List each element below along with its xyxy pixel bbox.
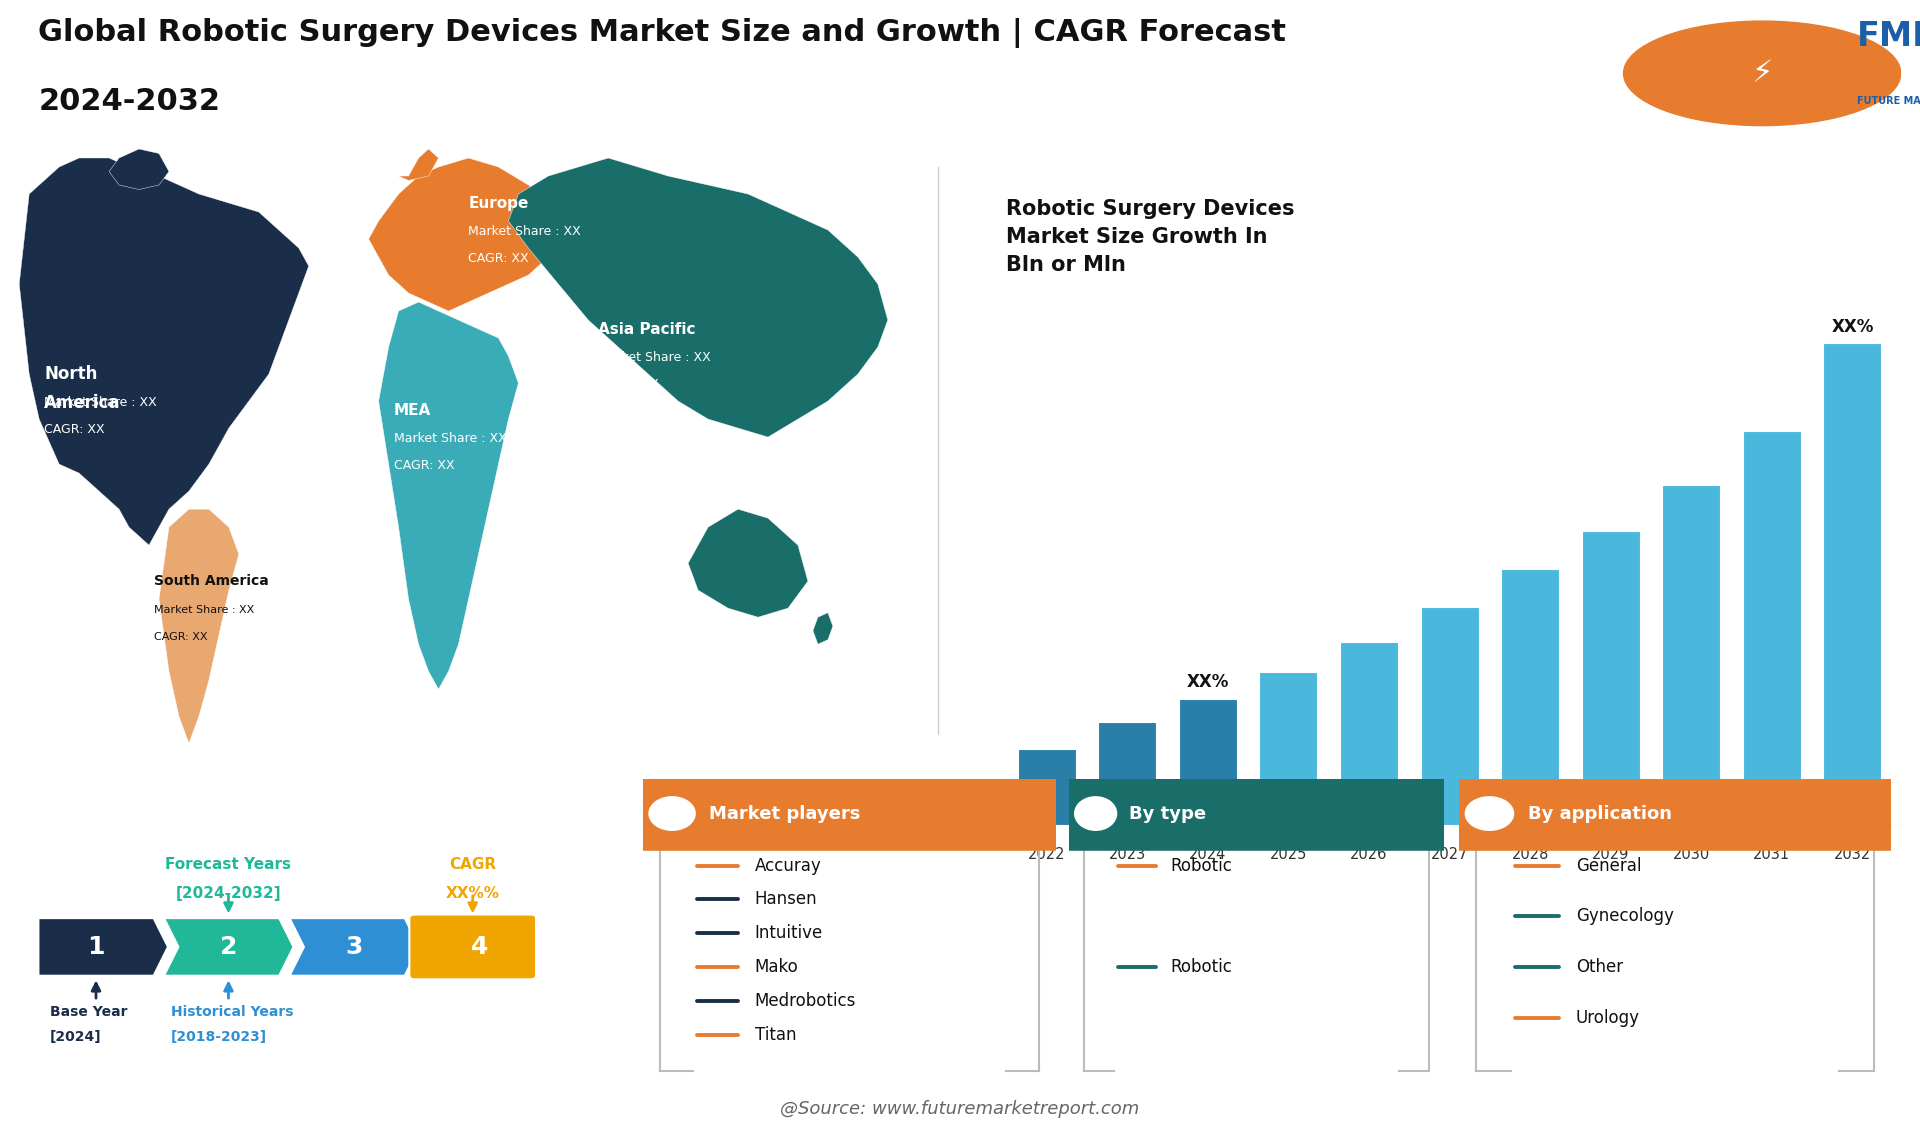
Text: CAGR: XX: CAGR: XX [394, 460, 455, 472]
Text: CAGR: XX: CAGR: XX [44, 423, 106, 437]
Text: 2: 2 [219, 935, 238, 959]
Text: 2027: 2027 [1430, 847, 1469, 862]
Text: South America: South America [154, 574, 269, 588]
Text: Historical Years: Historical Years [171, 1005, 294, 1019]
Text: 2023: 2023 [1108, 847, 1146, 862]
Text: XX%%: XX%% [445, 886, 499, 901]
Polygon shape [290, 918, 419, 975]
Text: Forecast Years: Forecast Years [165, 857, 292, 872]
Text: Other: Other [1576, 958, 1622, 976]
Text: Base Year: Base Year [50, 1005, 127, 1019]
Polygon shape [399, 149, 438, 180]
Text: CAGR: XX: CAGR: XX [468, 252, 530, 266]
Text: XX%: XX% [1832, 317, 1874, 336]
FancyBboxPatch shape [626, 776, 1073, 850]
Text: Market players: Market players [708, 804, 860, 823]
Bar [1018, 748, 1075, 825]
Text: Market Share : XX: Market Share : XX [468, 226, 582, 238]
Text: 2028: 2028 [1511, 847, 1549, 862]
Text: Hansen: Hansen [755, 890, 818, 909]
Text: [2018-2023]: [2018-2023] [171, 1030, 267, 1044]
Bar [1260, 673, 1317, 825]
Bar [1340, 642, 1398, 825]
Text: 1: 1 [86, 935, 106, 959]
FancyBboxPatch shape [1054, 776, 1459, 850]
Bar [1743, 431, 1801, 825]
Text: 2024-2032: 2024-2032 [38, 87, 221, 116]
Text: General: General [1576, 857, 1642, 874]
Text: 3: 3 [346, 935, 363, 959]
Polygon shape [19, 158, 309, 545]
Text: FUTURE MARKET REPORT: FUTURE MARKET REPORT [1857, 96, 1920, 105]
Text: Market Share : XX: Market Share : XX [154, 605, 253, 615]
Text: 4: 4 [470, 935, 488, 959]
Text: ⚡: ⚡ [1751, 58, 1772, 88]
Polygon shape [163, 918, 294, 975]
Text: Robotic: Robotic [1171, 857, 1233, 874]
Circle shape [1465, 798, 1513, 830]
Text: Robotic: Robotic [1171, 958, 1233, 976]
Text: 2026: 2026 [1350, 847, 1388, 862]
Bar [1582, 531, 1640, 825]
Text: 2025: 2025 [1269, 847, 1308, 862]
Text: [2024]: [2024] [50, 1030, 102, 1044]
Text: Asia Pacific: Asia Pacific [599, 322, 695, 337]
Text: Intuitive: Intuitive [755, 924, 824, 942]
Text: CAGR: XX: CAGR: XX [599, 378, 659, 392]
Bar [1421, 607, 1478, 825]
Polygon shape [38, 918, 169, 975]
Text: @Source: www.futuremarketreport.com: @Source: www.futuremarketreport.com [780, 1100, 1140, 1117]
Text: 2029: 2029 [1592, 847, 1630, 862]
Text: FMR: FMR [1857, 19, 1920, 53]
Polygon shape [369, 158, 559, 311]
Polygon shape [812, 613, 833, 644]
Text: Medrobotics: Medrobotics [755, 991, 856, 1010]
Bar [1501, 570, 1559, 825]
Polygon shape [378, 303, 518, 689]
Text: Market Share : XX: Market Share : XX [394, 432, 507, 446]
Text: Europe: Europe [468, 196, 528, 211]
Text: XX%: XX% [1187, 674, 1229, 691]
Text: By application: By application [1528, 804, 1672, 823]
Text: 2024: 2024 [1188, 847, 1227, 862]
FancyBboxPatch shape [1442, 776, 1908, 850]
Bar [1098, 722, 1156, 825]
Text: Mako: Mako [755, 958, 799, 976]
Text: America: America [44, 394, 121, 411]
Text: 2031: 2031 [1753, 847, 1791, 862]
Text: Urology: Urology [1576, 1008, 1640, 1027]
Text: Global Robotic Surgery Devices Market Size and Growth | CAGR Forecast: Global Robotic Surgery Devices Market Si… [38, 18, 1286, 48]
Text: CAGR: XX: CAGR: XX [154, 631, 207, 642]
Circle shape [1075, 798, 1116, 830]
Text: 2022: 2022 [1027, 847, 1066, 862]
Text: Market Share : XX: Market Share : XX [44, 397, 157, 409]
Polygon shape [159, 509, 238, 744]
Text: CAGR: CAGR [449, 857, 495, 872]
Text: By type: By type [1129, 804, 1206, 823]
Text: Accuray: Accuray [755, 857, 822, 874]
FancyBboxPatch shape [409, 915, 536, 980]
Polygon shape [687, 509, 808, 618]
Circle shape [1624, 21, 1901, 126]
Polygon shape [509, 158, 887, 437]
Text: Robotic Surgery Devices
Market Size Growth In
Bln or Mln: Robotic Surgery Devices Market Size Grow… [1006, 199, 1294, 275]
Text: MEA: MEA [394, 402, 430, 417]
Bar [1824, 344, 1882, 825]
Bar [1663, 485, 1720, 825]
Circle shape [649, 798, 695, 830]
Text: Titan: Titan [755, 1026, 797, 1044]
Text: [2024-2032]: [2024-2032] [175, 886, 282, 901]
Polygon shape [109, 149, 169, 189]
Bar [1179, 699, 1236, 825]
Text: Gynecology: Gynecology [1576, 908, 1674, 925]
Text: 2030: 2030 [1672, 847, 1711, 862]
Text: Market Share : XX: Market Share : XX [599, 352, 710, 364]
Text: 2032: 2032 [1834, 847, 1872, 862]
Text: North: North [44, 366, 98, 383]
